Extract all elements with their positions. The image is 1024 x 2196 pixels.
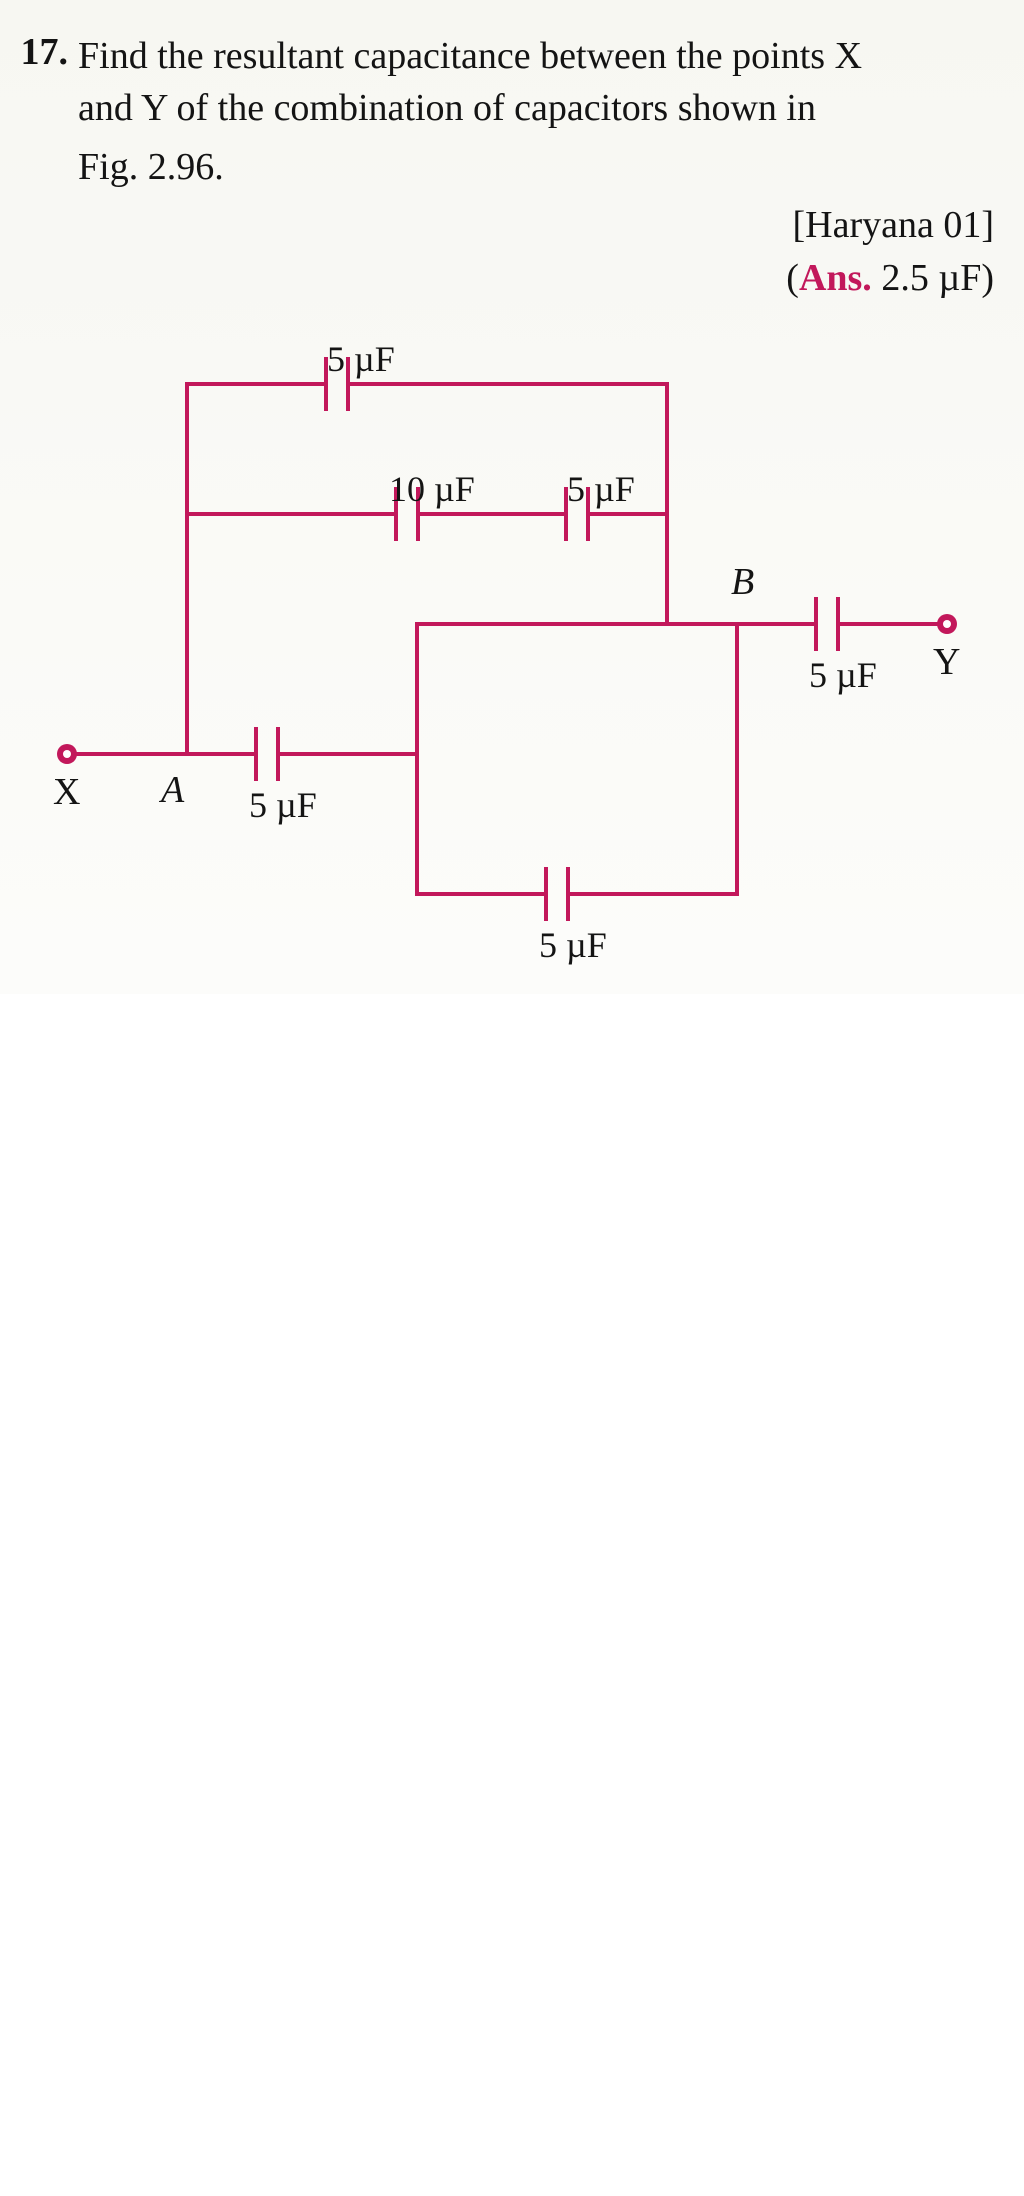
terminal-x-inner	[63, 750, 71, 758]
circuit-diagram: 5 µF 10 µF 5 µF 5 µF 5 µF 5 µF A B X Y	[37, 314, 977, 954]
question-block: 17. Find the resultant capacitance betwe…	[10, 30, 1004, 304]
wire-bottom-right	[568, 624, 737, 894]
wire-split-up	[417, 624, 737, 754]
question-number: 17.	[10, 30, 68, 74]
question-source: [Haryana 01]	[78, 199, 994, 251]
question-line-2: and Y of the combination of capacitors s…	[78, 87, 816, 129]
wire-top-left	[187, 384, 326, 514]
terminal-y-label: Y	[933, 640, 960, 684]
wire-rightdrop	[667, 514, 737, 624]
question-line-1: Find the resultant capacitance between t…	[78, 35, 862, 77]
cap-label-mid-right-5: 5 µF	[567, 468, 635, 510]
answer-value: 2.5 µF	[881, 257, 981, 299]
cap-label-left-5: 5 µF	[249, 784, 317, 826]
question-body: Find the resultant capacitance between t…	[78, 30, 1004, 304]
terminal-y-inner	[943, 620, 951, 628]
cap-label-bottom-5: 5 µF	[539, 924, 607, 966]
answer-label: Ans.	[799, 257, 872, 299]
source-answer-block: [Haryana 01] (Ans. 2.5 µF)	[78, 199, 994, 304]
cap-label-top-5: 5 µF	[327, 338, 395, 380]
terminal-x-label: X	[53, 770, 80, 814]
figure-reference: Fig. 2.96.	[78, 141, 994, 193]
node-a-label: A	[161, 768, 184, 812]
answer-line: (Ans. 2.5 µF)	[78, 252, 994, 304]
node-b-label: B	[731, 560, 754, 604]
wire-bottom-left	[417, 754, 546, 894]
circuit-svg	[37, 314, 977, 954]
cap-label-right-5: 5 µF	[809, 654, 877, 696]
cap-label-mid-10: 10 µF	[389, 468, 475, 510]
page: 17. Find the resultant capacitance betwe…	[0, 0, 1024, 994]
